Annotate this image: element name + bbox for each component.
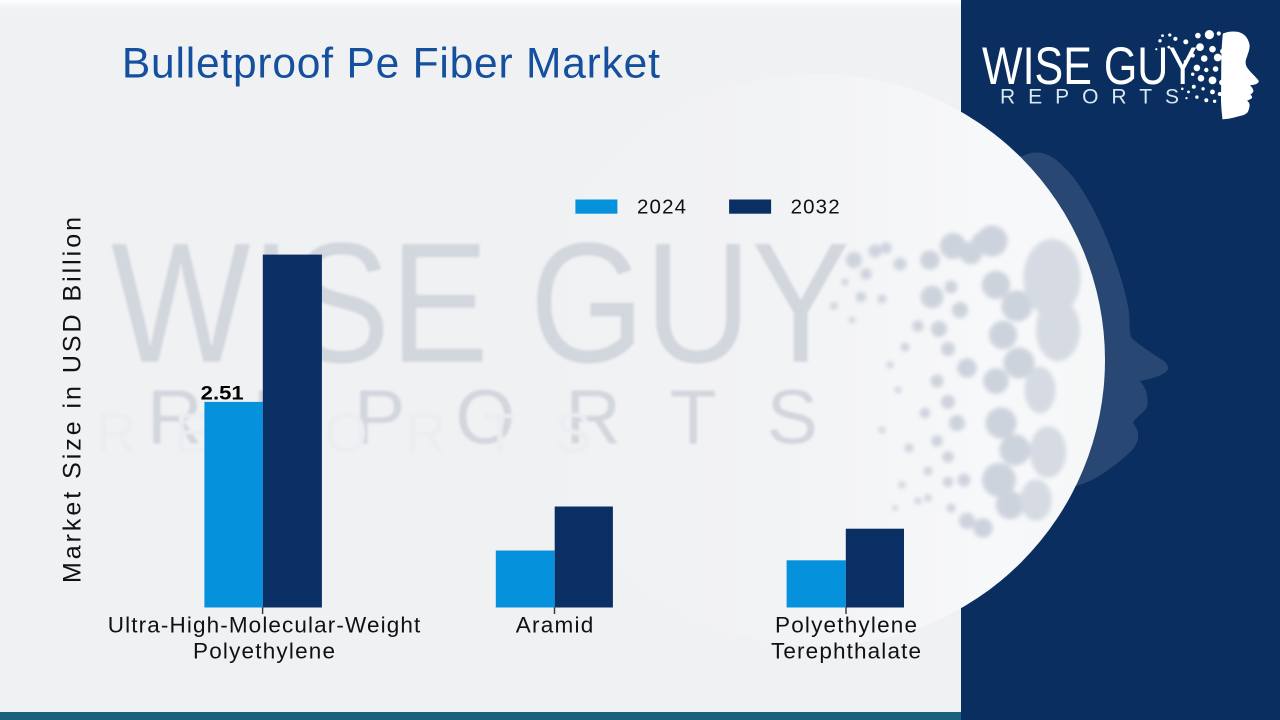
svg-text:WISE GUY: WISE GUY <box>111 208 850 399</box>
svg-text:Aramid: Aramid <box>516 613 594 638</box>
svg-text:Ultra-High-Molecular-Weight: Ultra-High-Molecular-Weight <box>108 613 421 638</box>
svg-text:Market Size in USD Billion: Market Size in USD Billion <box>58 217 86 583</box>
svg-text:2032: 2032 <box>791 196 840 219</box>
svg-text:2.51: 2.51 <box>201 382 244 404</box>
svg-text:REPORTS: REPORTS <box>96 401 592 464</box>
svg-text:WISE GUY: WISE GUY <box>982 37 1197 96</box>
svg-text:2024: 2024 <box>637 196 686 219</box>
svg-text:Bulletproof Pe Fiber Market: Bulletproof Pe Fiber Market <box>122 41 660 88</box>
svg-text:Terephthalate: Terephthalate <box>771 639 921 664</box>
svg-text:Polyethylene: Polyethylene <box>193 639 335 664</box>
svg-text:Polyethylene: Polyethylene <box>775 613 917 638</box>
